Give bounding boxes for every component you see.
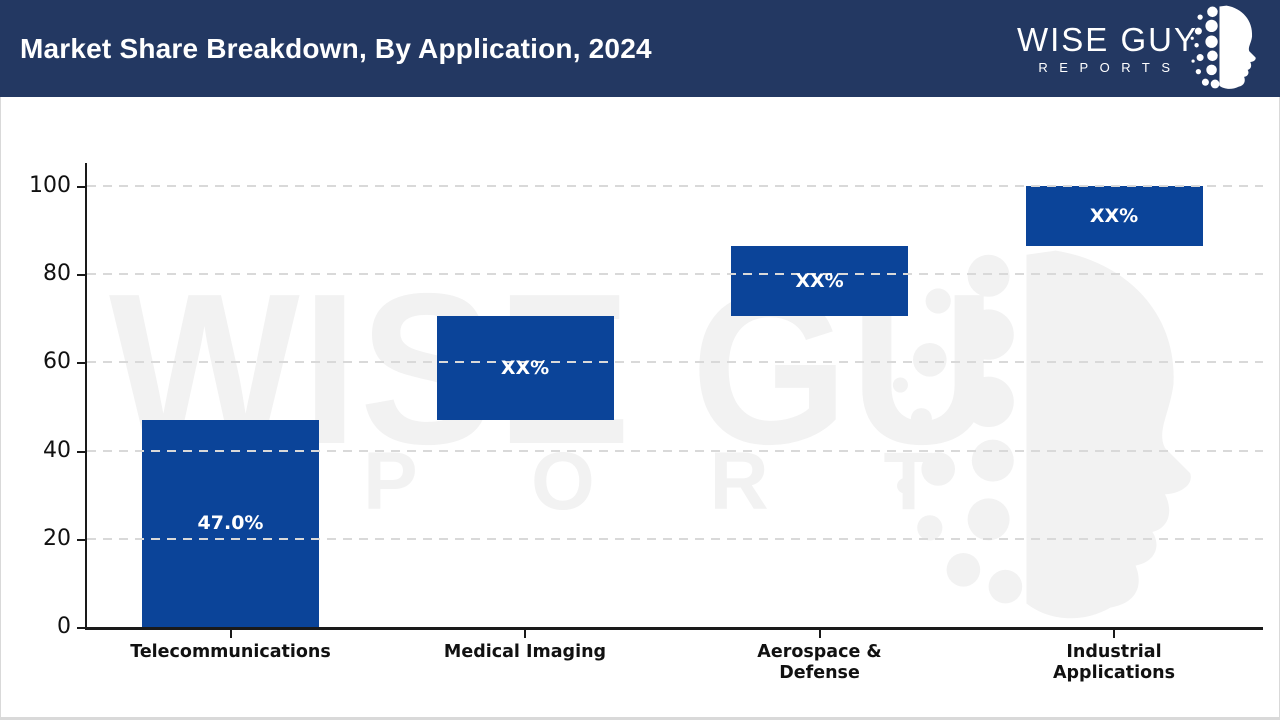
header-bar: Market Share Breakdown, By Application, … — [0, 0, 1280, 97]
y-axis-tick — [77, 186, 85, 188]
gridline — [87, 185, 1263, 187]
logo-face-icon — [1184, 3, 1262, 95]
x-category-label: Medical Imaging — [443, 642, 607, 662]
x-category-label: Aerospace & Defense — [757, 642, 882, 683]
gridline — [87, 361, 1263, 364]
y-tick-label: 80 — [43, 261, 71, 287]
y-axis-tick — [77, 362, 85, 365]
bar — [731, 245, 908, 317]
y-tick-label: 20 — [43, 525, 71, 551]
chart-canvas: WISE GU P O R T S 47.0% XX% XX% XX% 0 20 40 60 8… — [0, 97, 1280, 720]
bar — [1025, 186, 1203, 246]
y-tick-label: 0 — [57, 614, 71, 639]
logo-wordmark: WISE GUY — [1016, 20, 1198, 58]
gridline — [87, 449, 1263, 452]
x-category-label: Industrial Applications — [1052, 642, 1176, 683]
y-axis-line — [85, 163, 87, 630]
x-axis-line — [85, 627, 1263, 630]
y-axis-tick — [77, 538, 85, 541]
x-axis-tick — [818, 630, 821, 638]
x-axis-tick — [229, 630, 232, 638]
y-axis-tick — [77, 627, 85, 629]
gridline — [87, 537, 1263, 540]
plot-area: 47.0% XX% XX% XX% 0 20 40 60 80 100 Telecommunicat… — [1, 97, 1279, 717]
bar — [436, 316, 614, 420]
logo-text: WISE GUY REPORTS — [1017, 23, 1198, 75]
bar — [142, 419, 319, 627]
y-tick-label: 100 — [29, 173, 71, 198]
y-axis-tick — [77, 274, 85, 277]
x-axis-tick — [1113, 630, 1115, 638]
page-title: Market Share Breakdown, By Application, … — [20, 32, 652, 64]
wiseguy-logo: WISE GUY REPORTS — [1017, 3, 1262, 95]
x-axis-tick — [524, 630, 526, 638]
y-tick-label: 40 — [43, 437, 71, 463]
y-tick-label: 60 — [43, 349, 71, 375]
gridline — [87, 273, 1263, 276]
logo-subtitle: REPORTS — [1038, 59, 1182, 75]
x-category-label: Telecommunications — [130, 642, 331, 662]
y-axis-tick — [77, 450, 85, 453]
